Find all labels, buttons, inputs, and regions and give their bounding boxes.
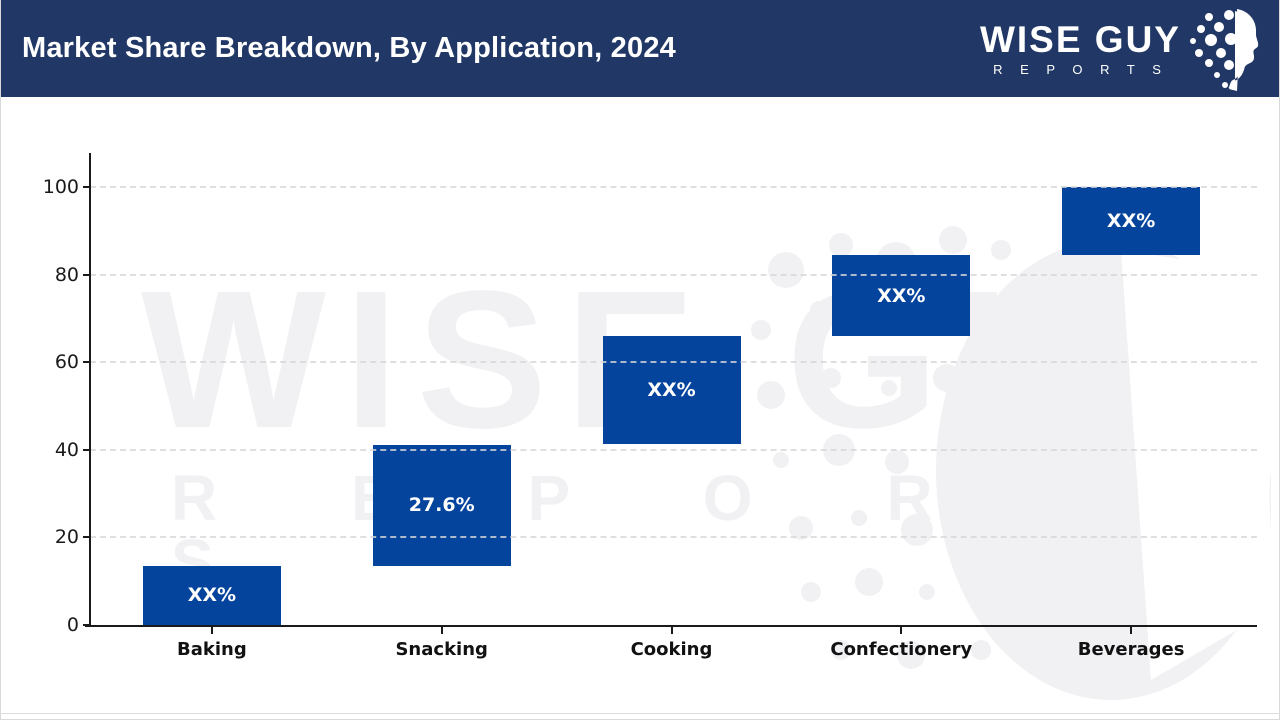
y-tick-label-60: 60 [54, 351, 79, 374]
bar-baking [142, 565, 281, 625]
x-tick-confectionery [900, 627, 903, 634]
y-axis-line [89, 153, 91, 627]
x-category-label-cooking: Cooking [630, 639, 713, 660]
x-category-label-confectionery: Confectionery [830, 639, 973, 660]
bottom-divider [1, 713, 1279, 714]
y-tick-60 [83, 361, 90, 364]
y-tick-label-20: 20 [54, 526, 79, 549]
logo-name: WISE GUY [979, 18, 1181, 60]
bar-value-label-baking: XX% [187, 584, 237, 607]
x-tick-beverages [1130, 627, 1133, 634]
y-tick-label-100: 100 [42, 176, 79, 198]
bar-value-label-confectionery: XX% [877, 284, 926, 307]
gridline-40 [90, 448, 1257, 451]
logo-face-icon [1190, 8, 1259, 91]
bar-value-label-beverages: XX% [1106, 210, 1156, 233]
y-tick-label-80: 80 [54, 263, 79, 286]
x-tick-snacking [440, 627, 443, 634]
gridline-80 [90, 273, 1257, 276]
bar-value-label-snacking: 27.6% [408, 494, 475, 517]
y-tick-label-0: 0 [66, 614, 79, 636]
header: Market Share Breakdown, By Application, … [1, 0, 1279, 97]
bar-cooking [602, 335, 741, 444]
x-tick-baking [210, 627, 213, 634]
x-axis-line [85, 625, 1257, 627]
y-tick-20 [83, 536, 90, 539]
y-tick-label-40: 40 [54, 438, 79, 461]
y-tick-80 [83, 273, 90, 276]
wise-guy-logo: WISE GUY R E P O R T S [980, 7, 1263, 91]
x-category-label-baking: Baking [177, 639, 247, 660]
bar-snacking [372, 444, 511, 566]
y-tick-40 [83, 448, 90, 451]
y-tick-100 [83, 186, 90, 188]
page-title: Market Share Breakdown, By Application, … [22, 32, 676, 64]
x-category-label-beverages: Beverages [1077, 639, 1185, 660]
x-tick-cooking [670, 627, 673, 634]
bar-value-label-cooking: XX% [647, 378, 696, 401]
logo-tagline: R E P O R T S [993, 61, 1168, 77]
logo-wordmark: WISE GUY R E P O R T S [980, 21, 1181, 77]
gridline-20 [90, 536, 1257, 539]
x-category-label-snacking: Snacking [395, 639, 488, 660]
